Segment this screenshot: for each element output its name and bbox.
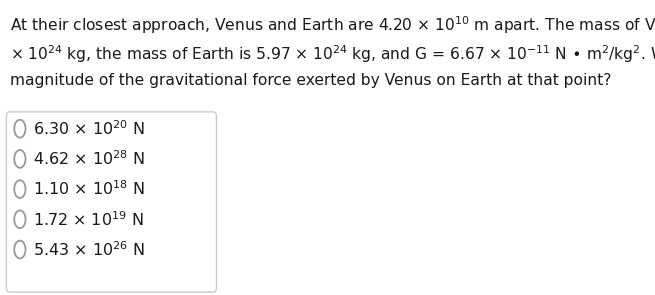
Text: 5.43 $\times$ 10$^{26}$ N: 5.43 $\times$ 10$^{26}$ N bbox=[33, 240, 145, 259]
Circle shape bbox=[14, 241, 26, 258]
FancyBboxPatch shape bbox=[7, 112, 217, 292]
Circle shape bbox=[14, 210, 26, 228]
Text: 1.72 $\times$ 10$^{19}$ N: 1.72 $\times$ 10$^{19}$ N bbox=[33, 210, 143, 229]
Circle shape bbox=[14, 180, 26, 198]
Text: magnitude of the gravitational force exerted by Venus on Earth at that point?: magnitude of the gravitational force exe… bbox=[10, 73, 611, 88]
Circle shape bbox=[14, 120, 26, 137]
Text: 1.10 $\times$ 10$^{18}$ N: 1.10 $\times$ 10$^{18}$ N bbox=[33, 180, 145, 199]
Text: 6.30 $\times$ 10$^{20}$ N: 6.30 $\times$ 10$^{20}$ N bbox=[33, 119, 145, 138]
Text: $\times$ 10$^{24}$ kg, the mass of Earth is 5.97 $\times$ 10$^{24}$ kg, and G = : $\times$ 10$^{24}$ kg, the mass of Earth… bbox=[10, 43, 655, 65]
Text: 4.62 $\times$ 10$^{28}$ N: 4.62 $\times$ 10$^{28}$ N bbox=[33, 150, 145, 168]
Circle shape bbox=[14, 150, 26, 168]
Text: At their closest approach, Venus and Earth are 4.20 $\times$ 10$^{10}$ m apart. : At their closest approach, Venus and Ear… bbox=[10, 14, 655, 36]
